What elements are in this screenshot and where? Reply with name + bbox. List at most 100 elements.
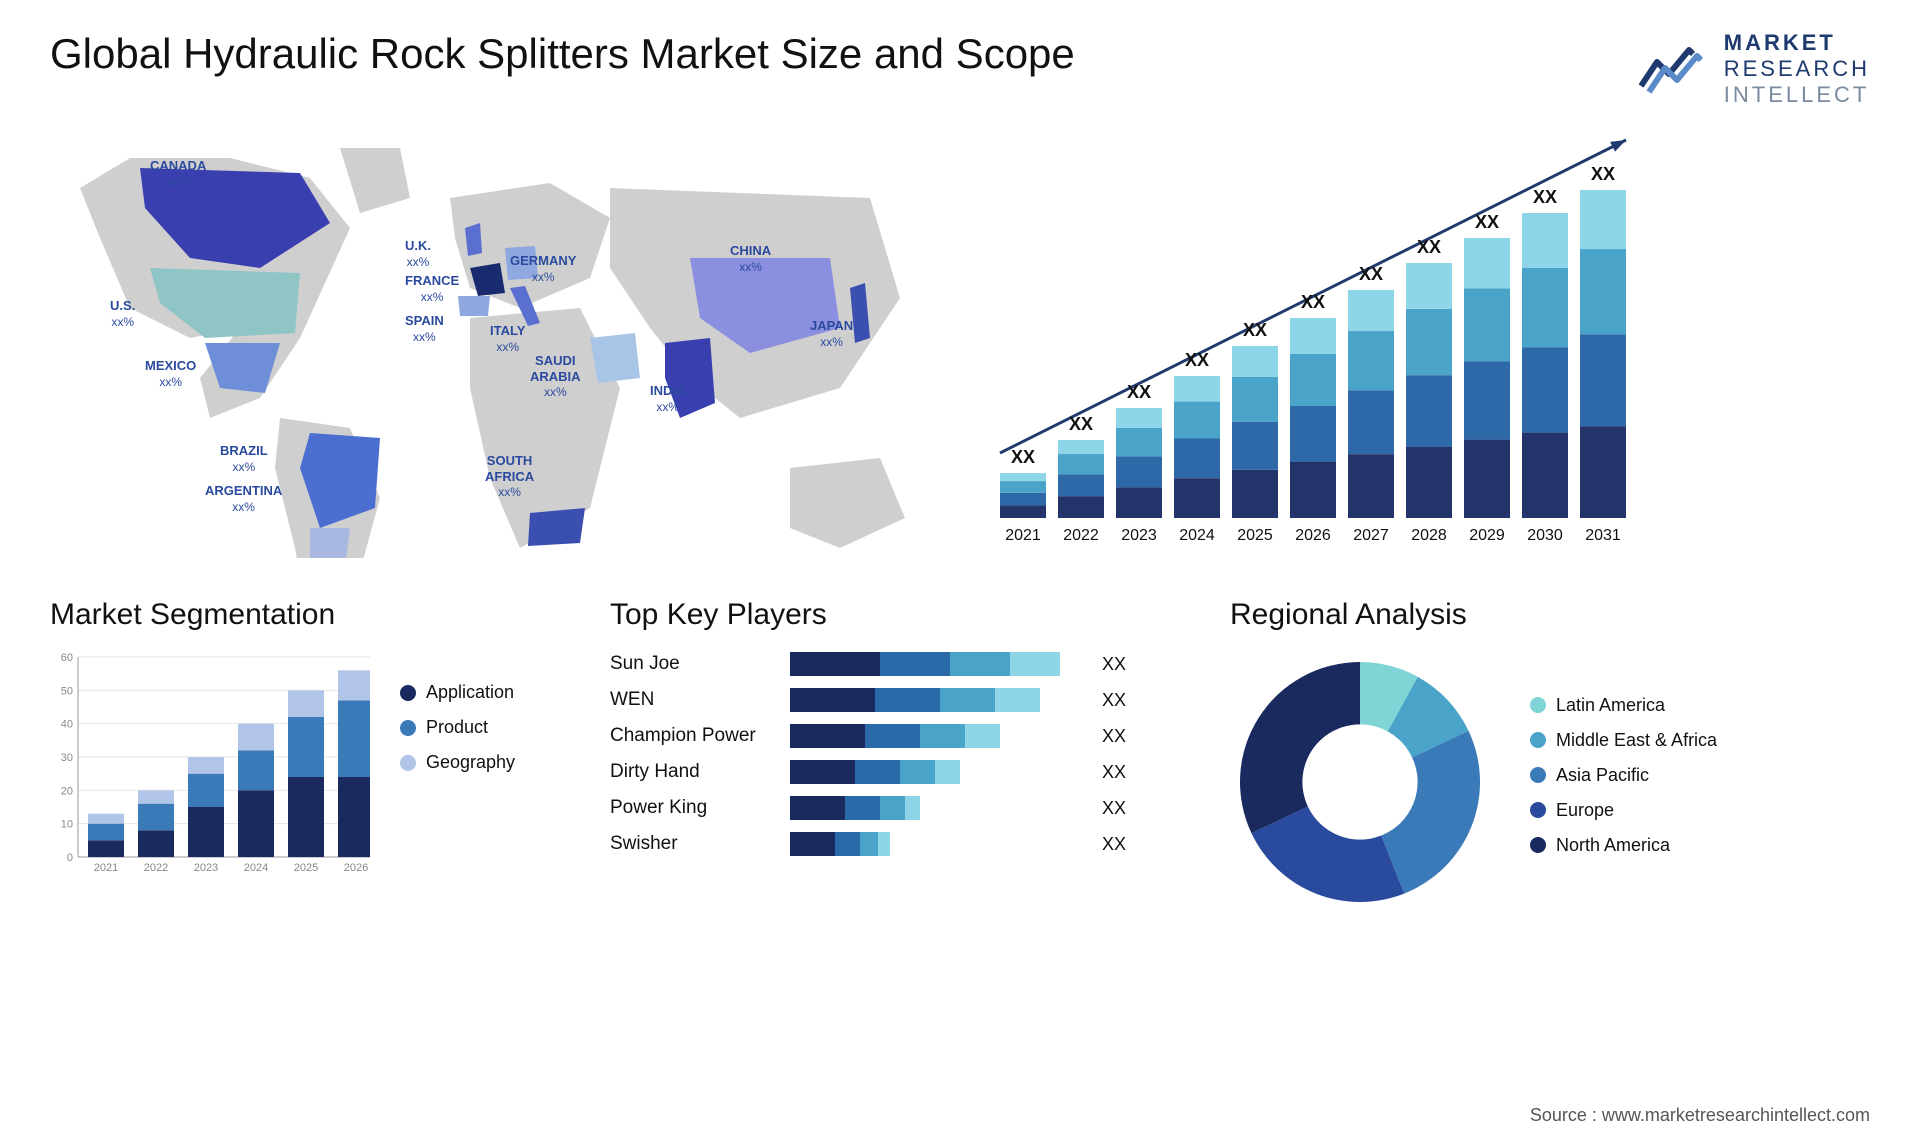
- svg-text:2027: 2027: [1353, 527, 1389, 544]
- svg-text:2024: 2024: [244, 862, 268, 874]
- player-value: XX: [1102, 834, 1126, 855]
- player-bar: [790, 688, 1090, 712]
- svg-text:2025: 2025: [294, 862, 318, 874]
- map-label: BRAZILxx%: [220, 443, 268, 474]
- player-row: Swisher XX: [610, 832, 1170, 856]
- legend-item: North America: [1530, 835, 1717, 856]
- svg-text:2021: 2021: [94, 862, 118, 874]
- svg-text:XX: XX: [1301, 292, 1325, 312]
- players-chart: Sun JoeXXWENXXChampion PowerXXDirty Hand…: [610, 652, 1170, 856]
- svg-text:2023: 2023: [194, 862, 218, 874]
- legend-item: Middle East & Africa: [1530, 730, 1717, 751]
- segmentation-chart: 0 10 20 30 40 50 60 2021 2022 2023 2024 2025 2026: [50, 652, 370, 882]
- map-label: ITALYxx%: [490, 323, 525, 354]
- player-name: Sun Joe: [610, 653, 790, 675]
- map-label: ARGENTINAxx%: [205, 483, 282, 514]
- map-label: MEXICOxx%: [145, 358, 196, 389]
- player-name: Dirty Hand: [610, 761, 790, 783]
- player-bar: [790, 796, 1090, 820]
- svg-text:XX: XX: [1591, 164, 1615, 184]
- svg-text:50: 50: [61, 685, 73, 697]
- svg-text:2025: 2025: [1237, 527, 1273, 544]
- map-label: INDIAxx%: [650, 383, 685, 414]
- svg-text:XX: XX: [1127, 382, 1151, 402]
- svg-text:2029: 2029: [1469, 527, 1505, 544]
- players-title: Top Key Players: [610, 598, 1170, 632]
- player-bar: [790, 760, 1090, 784]
- svg-text:2026: 2026: [344, 862, 368, 874]
- svg-text:30: 30: [61, 752, 73, 764]
- world-map-panel: CANADAxx% U.S.xx% MEXICOxx% BRAZILxx% ARGENT…: [50, 128, 920, 558]
- map-label: CANADAxx%: [150, 158, 206, 189]
- segmentation-title: Market Segmentation: [50, 598, 550, 632]
- player-row: Power King XX: [610, 796, 1170, 820]
- svg-text:XX: XX: [1359, 264, 1383, 284]
- map-label: SOUTHAFRICAxx%: [485, 453, 534, 500]
- svg-text:2021: 2021: [1005, 527, 1041, 544]
- svg-text:0: 0: [67, 852, 73, 864]
- legend-item: Product: [400, 717, 515, 738]
- regional-legend: Latin America Middle East & Africa Asia Pa…: [1530, 695, 1717, 870]
- segmentation-panel: Market Segmentation 0 10 20 30 40 50 60 2021 202…: [50, 598, 550, 912]
- regional-donut-chart: [1230, 652, 1490, 912]
- svg-text:40: 40: [61, 719, 73, 731]
- svg-text:60: 60: [61, 652, 73, 664]
- segmentation-legend: Application Product Geography: [400, 652, 515, 882]
- legend-item: Application: [400, 682, 515, 703]
- player-value: XX: [1102, 726, 1126, 747]
- svg-text:10: 10: [61, 819, 73, 831]
- player-bar: [790, 832, 1090, 856]
- svg-text:XX: XX: [1475, 212, 1499, 232]
- svg-text:XX: XX: [1011, 447, 1035, 467]
- map-label: U.S.xx%: [110, 298, 135, 329]
- player-name: Swisher: [610, 833, 790, 855]
- svg-text:2024: 2024: [1179, 527, 1215, 544]
- svg-text:2026: 2026: [1295, 527, 1331, 544]
- player-value: XX: [1102, 798, 1126, 819]
- svg-text:XX: XX: [1069, 414, 1093, 434]
- map-label: U.K.xx%: [405, 238, 431, 269]
- map-label: FRANCExx%: [405, 273, 459, 304]
- legend-item: Europe: [1530, 800, 1717, 821]
- logo-icon: [1639, 44, 1709, 94]
- svg-text:2028: 2028: [1411, 527, 1447, 544]
- svg-text:XX: XX: [1533, 187, 1557, 207]
- player-value: XX: [1102, 690, 1126, 711]
- legend-item: Latin America: [1530, 695, 1717, 716]
- regional-title: Regional Analysis: [1230, 598, 1870, 632]
- player-row: Sun Joe XX: [610, 652, 1170, 676]
- player-name: Champion Power: [610, 725, 790, 747]
- map-label: GERMANYxx%: [510, 253, 576, 284]
- player-value: XX: [1102, 654, 1126, 675]
- map-label: JAPANxx%: [810, 318, 853, 349]
- svg-text:2022: 2022: [1063, 527, 1099, 544]
- regional-panel: Regional Analysis Latin America Middle Ea…: [1230, 598, 1870, 912]
- svg-text:2030: 2030: [1527, 527, 1563, 544]
- svg-text:XX: XX: [1243, 320, 1267, 340]
- svg-text:2023: 2023: [1121, 527, 1157, 544]
- source-attribution: Source : www.marketresearchintellect.com: [1530, 1105, 1870, 1126]
- brand-logo: MARKET RESEARCH INTELLECT: [1639, 30, 1870, 108]
- svg-text:2031: 2031: [1585, 527, 1621, 544]
- growth-bar-chart: XX 2021 XX 2022 XX 2023 XX 2024 XX 2025 XX 2026 XX 20…: [960, 128, 1840, 558]
- player-row: WENXX: [610, 688, 1170, 712]
- svg-text:2022: 2022: [144, 862, 168, 874]
- player-bar: [790, 724, 1090, 748]
- player-row: Champion Power XX: [610, 724, 1170, 748]
- legend-item: Asia Pacific: [1530, 765, 1717, 786]
- map-label: SAUDIARABIAxx%: [530, 353, 581, 400]
- map-label: SPAINxx%: [405, 313, 444, 344]
- logo-text-3: INTELLECT: [1724, 82, 1870, 108]
- svg-text:XX: XX: [1185, 350, 1209, 370]
- player-value: XX: [1102, 762, 1126, 783]
- player-name: Power King: [610, 797, 790, 819]
- players-panel: Top Key Players Sun JoeXXWENXXChampion P…: [610, 598, 1170, 912]
- player-row: Dirty Hand XX: [610, 760, 1170, 784]
- logo-text-2: RESEARCH: [1724, 56, 1870, 82]
- growth-chart-panel: XX 2021 XX 2022 XX 2023 XX 2024 XX 2025 XX 2026 XX 20…: [960, 128, 1870, 558]
- legend-item: Geography: [400, 752, 515, 773]
- player-bar: [790, 652, 1090, 676]
- svg-text:20: 20: [61, 785, 73, 797]
- map-label: CHINAxx%: [730, 243, 771, 274]
- logo-text-1: MARKET: [1724, 30, 1870, 56]
